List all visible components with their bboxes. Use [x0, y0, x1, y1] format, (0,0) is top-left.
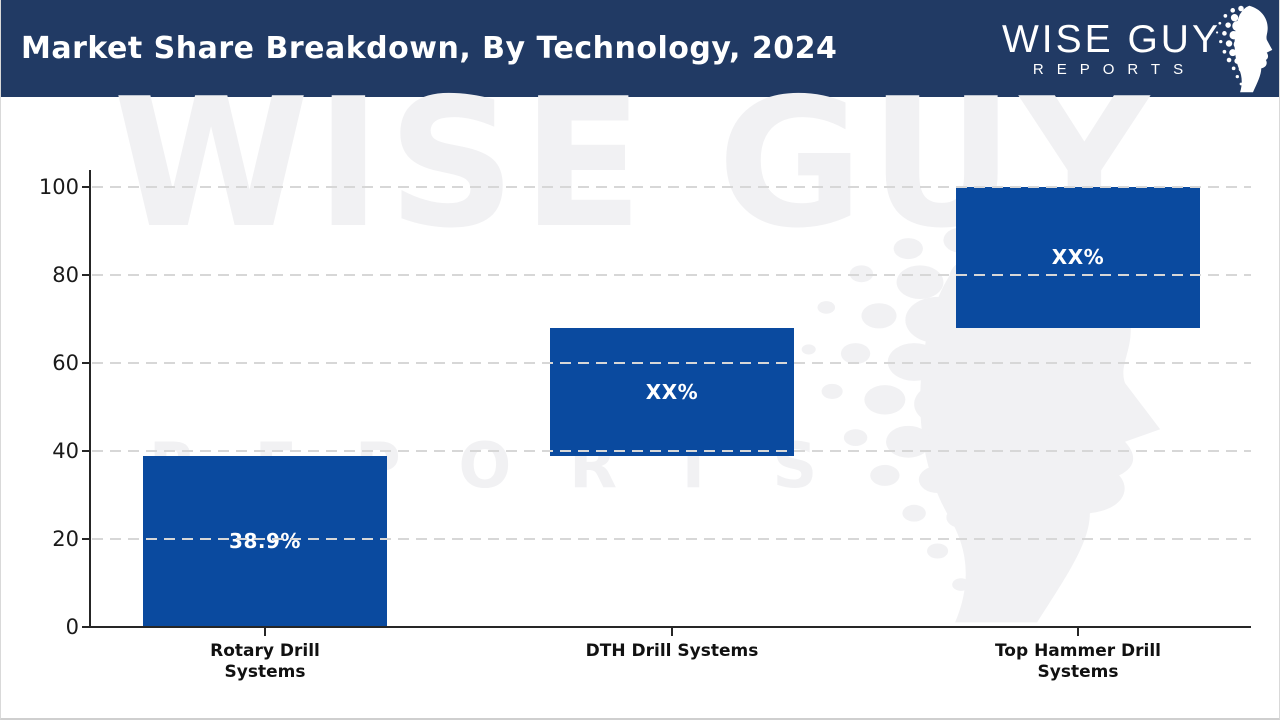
page-title: Market Share Breakdown, By Technology, 2…: [21, 31, 838, 66]
y-tick-label: 0: [65, 615, 79, 639]
x-tick-label-line: Top Hammer Drill: [994, 641, 1162, 661]
y-tick-mark: [82, 450, 90, 452]
bar-value-label: XX%: [1051, 245, 1105, 270]
x-tick-label-line: DTH Drill Systems: [585, 641, 759, 661]
x-tick-mark: [1077, 628, 1079, 636]
y-axis-line: [89, 170, 91, 628]
gridline-40: [92, 450, 1251, 452]
x-tick-label-top-hammer-drill-systems: Top Hammer Drill Systems: [928, 641, 1228, 683]
bar-top-hammer-drill-systems: XX%: [956, 187, 1200, 328]
wiseguy-logo-text: WISE GUY REPORTS: [1002, 20, 1221, 77]
x-tick-label-dth-drill-systems: DTH Drill Systems: [522, 641, 822, 662]
wiseguy-face-icon: [1215, 5, 1273, 92]
y-tick-mark: [82, 626, 90, 628]
y-tick-mark: [82, 186, 90, 188]
header: Market Share Breakdown, By Technology, 2…: [1, 0, 1279, 97]
y-tick-label: 100: [38, 175, 79, 199]
logo-wordmark: WISE GUY: [1001, 18, 1221, 61]
y-tick-label: 60: [52, 351, 79, 375]
x-tick-label-line: Rotary Drill: [210, 641, 320, 661]
gridline-80: [92, 274, 1251, 276]
chart-canvas: WISE GUY REPORTS 38.9% XX% XX% 0 20 40 60 80 100…: [1, 60, 1279, 718]
bar-rotary-drill-systems: 38.9%: [143, 455, 387, 627]
y-tick-mark: [82, 274, 90, 276]
y-tick-label: 20: [52, 527, 79, 551]
y-tick-mark: [82, 362, 90, 364]
gridline-20: [92, 538, 1251, 540]
x-tick-mark: [264, 628, 266, 636]
gridline-60: [92, 362, 1251, 364]
bar-value-label: 38.9%: [229, 529, 301, 554]
x-tick-mark: [671, 628, 673, 636]
wiseguy-logo: WISE GUY REPORTS: [1002, 0, 1277, 97]
x-tick-label-line: Systems: [224, 662, 306, 682]
logo-subtitle: REPORTS: [1032, 61, 1197, 78]
x-axis-line: [89, 626, 1251, 628]
x-tick-label-line: Systems: [1037, 662, 1119, 682]
bar-value-label: XX%: [645, 379, 699, 404]
bar-dth-drill-systems: XX%: [550, 327, 794, 456]
gridline-100: [92, 186, 1251, 188]
y-tick-label: 80: [52, 263, 79, 287]
y-tick-label: 40: [52, 439, 79, 463]
y-tick-mark: [82, 538, 90, 540]
x-tick-label-rotary-drill-systems: Rotary Drill Systems: [115, 641, 415, 683]
